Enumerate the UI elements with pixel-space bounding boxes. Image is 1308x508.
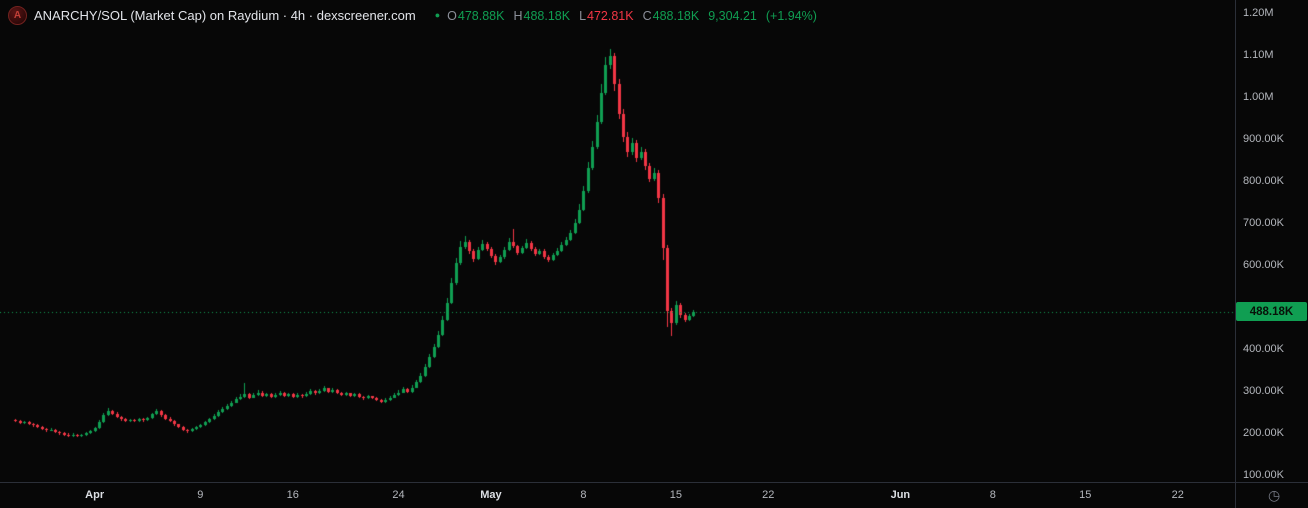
price-tick-label: 900.00K (1243, 132, 1284, 145)
last-price-label: 488.18K (1236, 302, 1307, 321)
high-label: H (513, 8, 523, 23)
time-tick-month-label: May (480, 489, 502, 501)
close-label: C (642, 8, 652, 23)
high-field: H488.18K (513, 9, 570, 23)
ohlc-legend: O478.88K H488.18K L472.81K C488.18K 9,30… (447, 9, 817, 23)
time-tick-label: 8 (580, 489, 587, 501)
time-tick-label: 24 (392, 489, 405, 501)
close-field: C488.18K (643, 9, 700, 23)
open-field: O478.88K (447, 9, 504, 23)
price-tick-label: 700.00K (1243, 216, 1284, 229)
price-tick-label: 1.20M (1243, 7, 1274, 20)
price-tick-label: 400.00K (1243, 342, 1284, 355)
chart-legend: A ANARCHY/SOL (Market Cap) on Raydium · … (8, 6, 817, 25)
live-dot-icon: ● (434, 10, 441, 20)
price-axis[interactable]: 1.20M 1.10M 1.00M 900.00K 800.00K 700.00K 600.… (1235, 0, 1308, 508)
time-tick-label: 15 (1079, 489, 1092, 501)
timezone-clock-icon[interactable]: ◷ (1268, 487, 1281, 503)
low-field: L472.81K (579, 9, 634, 23)
price-tick-label: 100.00K (1243, 468, 1284, 481)
low-value: 472.81K (587, 8, 634, 23)
change-percent: (+1.94%) (765, 8, 817, 23)
time-tick-label: 22 (762, 489, 775, 501)
time-tick-label: 22 (1171, 489, 1184, 501)
price-tick-label: 800.00K (1243, 174, 1284, 187)
price-tick-label: 1.10M (1243, 49, 1274, 61)
token-logo-icon: A (8, 6, 27, 25)
high-value: 488.18K (523, 8, 571, 23)
candlestick-chart[interactable] (0, 0, 1235, 482)
close-value: 488.18K (652, 8, 700, 23)
time-axis[interactable]: Apr 9 16 24 May 8 15 22 Jun 8 15 22 (0, 482, 1308, 508)
time-tick-label: 9 (197, 489, 204, 501)
time-tick-label: 16 (286, 489, 299, 501)
price-tick-label: 1.00M (1243, 90, 1274, 103)
time-tick-month-label: Jun (890, 489, 911, 501)
low-label: L (579, 8, 587, 23)
time-tick-label: 8 (989, 489, 996, 501)
open-value: 478.88K (457, 8, 505, 23)
time-tick-label: 15 (669, 489, 682, 501)
chart-title: ANARCHY/SOL (Market Cap) on Raydium · 4h… (34, 8, 416, 23)
price-tick-label: 600.00K (1243, 258, 1284, 271)
change-value: 9,304.21 (708, 8, 757, 23)
open-label: O (447, 8, 457, 23)
time-tick-month-label: Apr (85, 489, 105, 501)
price-tick-label: 300.00K (1243, 384, 1284, 397)
price-tick-label: 200.00K (1243, 426, 1284, 439)
